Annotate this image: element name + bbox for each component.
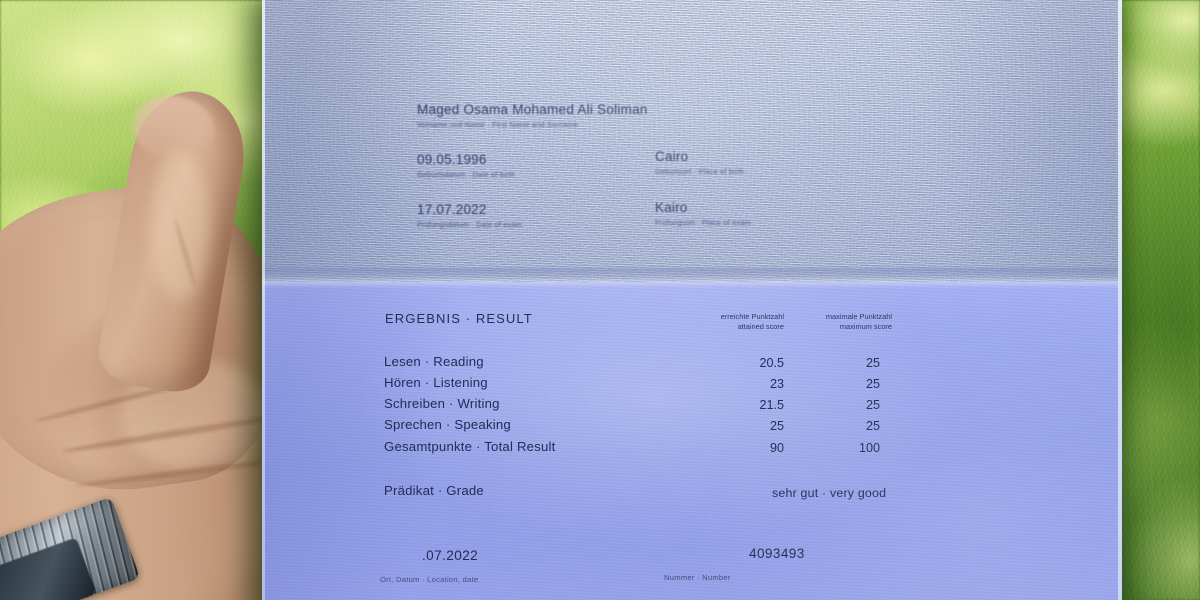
result-row-label: Sprechen · Speaking	[384, 417, 511, 432]
column-header-maximum-en: maximum score	[839, 322, 892, 332]
result-row-maximum-total: 100	[858, 441, 880, 455]
location-date-caption: Ort, Datum · Location, date	[380, 575, 479, 584]
date-of-exam-value: 17.07.2022	[417, 202, 487, 217]
result-row-label: Lesen · Reading	[384, 354, 484, 369]
date-of-birth-value: 09.05.1996	[417, 152, 487, 167]
paper-right-edge	[1118, 0, 1122, 600]
grade-label: Prädikat · Grade	[384, 483, 484, 498]
result-row-attained: 20.5	[759, 356, 784, 370]
lower-panel-shading	[262, 282, 1122, 600]
paper-texture	[262, 282, 1122, 600]
column-header-maximum: maximale Punktzahl maximum score	[767, 312, 892, 332]
holder-name-caption: Vorname und Name · First Name and Surnam…	[417, 120, 578, 129]
column-header-attained: erreichte Punktzahl attained score	[662, 312, 784, 332]
result-row-label: Schreiben · Writing	[384, 396, 500, 411]
certificate-lower-panel	[262, 282, 1122, 600]
certificate-number-caption: Nummer · Number	[664, 573, 731, 582]
result-row-attained: 21.5	[759, 398, 784, 412]
column-header-maximum-de: maximale Punktzahl	[825, 312, 892, 321]
result-row-maximum: 25	[865, 356, 880, 370]
certificate-document: Maged Osama Mohamed Ali Soliman Vorname …	[262, 0, 1122, 600]
result-row-attained-total: 90	[769, 441, 784, 455]
result-row-attained: 23	[769, 377, 784, 391]
place-of-birth-caption: Geburtsort · Place of birth	[655, 167, 745, 176]
result-row-attained: 25	[769, 419, 784, 433]
paper-fold-crease	[262, 268, 1122, 288]
result-row-maximum: 25	[865, 377, 880, 391]
result-row-label: Hören · Listening	[384, 375, 488, 390]
holder-name-value: Maged Osama Mohamed Ali Soliman	[417, 102, 648, 117]
place-of-exam-caption: Prüfungsort · Place of exam	[655, 218, 751, 227]
guilloche-security-pattern	[262, 0, 1122, 284]
paper-left-edge	[262, 0, 265, 600]
date-of-birth-caption: Geburtsdatum · Date of birth	[417, 170, 516, 179]
result-row-maximum: 25	[865, 398, 880, 412]
place-of-birth-value: Cairo	[655, 149, 689, 164]
result-row-maximum: 25	[865, 419, 880, 433]
result-section-title: ERGEBNIS · RESULT	[385, 311, 533, 326]
upper-panel-shading	[262, 0, 1122, 284]
column-header-attained-de: erreichte Punktzahl	[720, 312, 784, 321]
certificate-number-value: 4093493	[749, 546, 805, 561]
place-of-exam-value: Kairo	[655, 200, 688, 215]
certificate-upper-panel	[262, 0, 1122, 284]
date-of-exam-caption: Prüfungsdatum · Date of exam	[417, 220, 522, 229]
skin-highlight	[150, 150, 210, 300]
moire-interference-pattern	[262, 0, 1122, 284]
column-header-attained-en: attained score	[737, 322, 784, 332]
grade-value: sehr gut · very good	[772, 486, 887, 500]
location-date-value: .07.2022	[422, 548, 479, 563]
result-row-label-total: Gesamtpunkte · Total Result	[384, 439, 556, 454]
